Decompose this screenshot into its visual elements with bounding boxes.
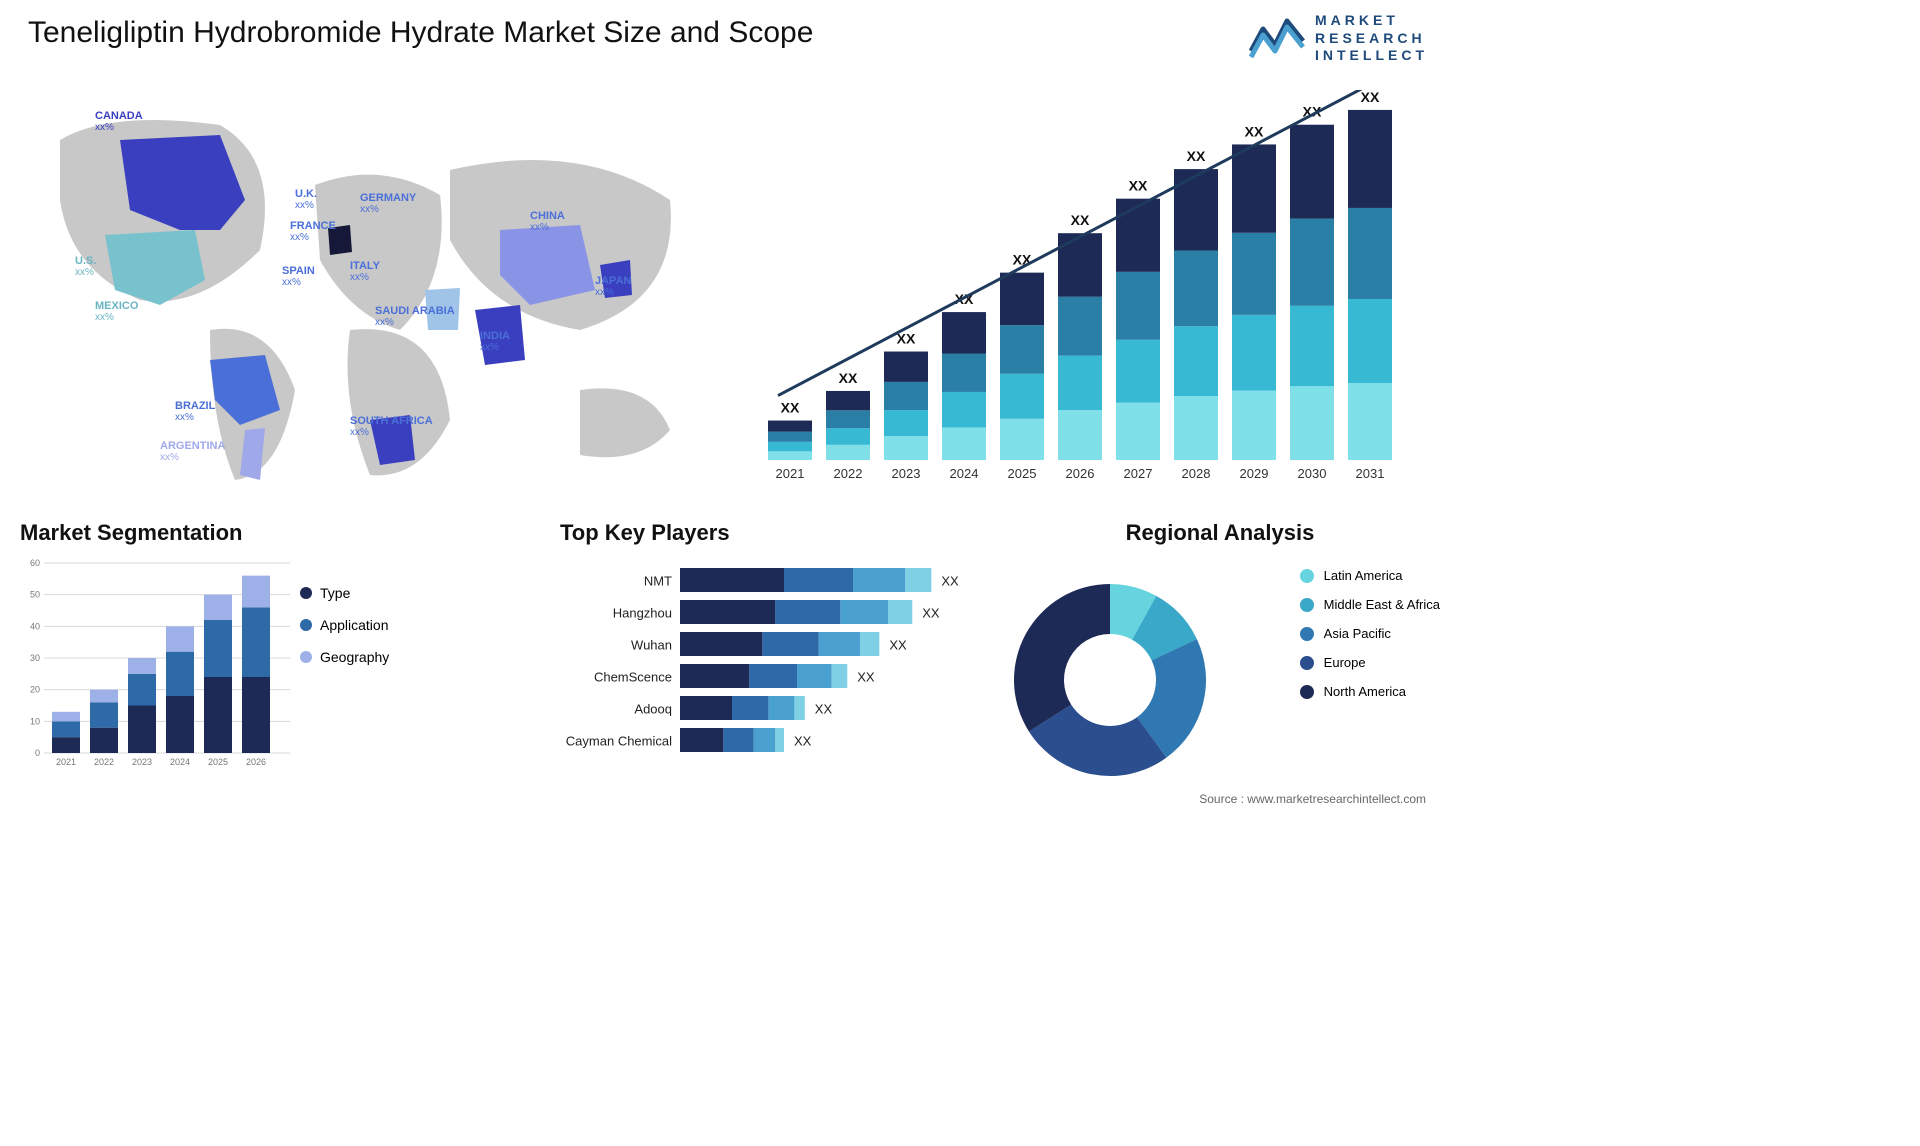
key-players-title: Top Key Players	[560, 520, 980, 546]
svg-text:XX: XX	[794, 733, 812, 748]
svg-text:2030: 2030	[1298, 466, 1327, 481]
svg-text:2026: 2026	[1066, 466, 1095, 481]
growth-bar-chart: XX 2021 XX 2022 XX 2023 XX 2024 XX 2025 XX 2026 XX 20…	[756, 90, 1416, 490]
map-label-india: INDIAxx%	[480, 330, 510, 353]
logo-mark-icon	[1249, 17, 1305, 59]
svg-text:50: 50	[30, 590, 40, 600]
map-label-saudiarabia: SAUDI ARABIAxx%	[375, 305, 455, 328]
svg-text:XX: XX	[1361, 90, 1380, 105]
svg-text:XX: XX	[857, 669, 875, 684]
segmentation-legend: Type Application Geography	[300, 585, 389, 681]
source-text: Source : www.marketresearchintellect.com	[1199, 792, 1426, 806]
svg-text:2023: 2023	[132, 757, 152, 767]
svg-text:2025: 2025	[1008, 466, 1037, 481]
svg-text:30: 30	[30, 653, 40, 663]
region-legend-item: Europe	[1300, 655, 1440, 670]
svg-text:2028: 2028	[1182, 466, 1211, 481]
svg-text:2029: 2029	[1240, 466, 1269, 481]
svg-text:2024: 2024	[950, 466, 979, 481]
svg-text:2022: 2022	[94, 757, 114, 767]
segmentation-legend-item: Application	[300, 617, 389, 633]
regional-legend: Latin America Middle East & Africa Asia Pa…	[1300, 568, 1440, 713]
svg-text:XX: XX	[1129, 178, 1148, 194]
svg-text:XX: XX	[839, 370, 858, 386]
map-label-us: U.S.xx%	[75, 255, 96, 278]
segmentation-legend-item: Type	[300, 585, 389, 601]
map-label-china: CHINAxx%	[530, 210, 565, 233]
segmentation-section: Market Segmentation 0 10 20 30 40 50 60 2021 202…	[20, 520, 470, 780]
svg-text:2023: 2023	[892, 466, 921, 481]
svg-text:2027: 2027	[1124, 466, 1153, 481]
svg-text:2021: 2021	[56, 757, 76, 767]
svg-text:2031: 2031	[1356, 466, 1385, 481]
map-label-italy: ITALYxx%	[350, 260, 380, 283]
map-label-spain: SPAINxx%	[282, 265, 315, 288]
svg-text:2022: 2022	[834, 466, 863, 481]
map-label-southafrica: SOUTH AFRICAxx%	[350, 415, 433, 438]
svg-text:Adooq: Adooq	[634, 701, 672, 716]
map-label-germany: GERMANYxx%	[360, 192, 416, 215]
segmentation-legend-item: Geography	[300, 649, 389, 665]
svg-text:XX: XX	[1071, 212, 1090, 228]
svg-text:40: 40	[30, 621, 40, 631]
world-map: CANADAxx% U.S.xx% MEXICOxx% BRAZILxx% ARGENT…	[20, 80, 710, 490]
svg-text:Wuhan: Wuhan	[631, 637, 672, 652]
logo-line2: RESEARCH	[1315, 30, 1428, 48]
page-title: Teneligliptin Hydrobromide Hydrate Marke…	[28, 16, 813, 50]
svg-text:2024: 2024	[170, 757, 190, 767]
map-label-japan: JAPANxx%	[595, 275, 631, 298]
region-legend-item: North America	[1300, 684, 1440, 699]
svg-text:2026: 2026	[246, 757, 266, 767]
svg-text:10: 10	[30, 716, 40, 726]
region-legend-item: Latin America	[1300, 568, 1440, 583]
segmentation-title: Market Segmentation	[20, 520, 470, 546]
map-label-brazil: BRAZILxx%	[175, 400, 215, 423]
region-legend-item: Asia Pacific	[1300, 626, 1440, 641]
svg-text:XX: XX	[781, 400, 800, 416]
logo: MARKET RESEARCH INTELLECT	[1249, 12, 1428, 65]
svg-text:Cayman Chemical: Cayman Chemical	[566, 733, 672, 748]
logo-line1: MARKET	[1315, 12, 1428, 30]
key-players-section: Top Key Players NMT XX Hangzhou XX Wuhan XX Ch…	[560, 520, 980, 780]
svg-text:XX: XX	[922, 605, 940, 620]
logo-line3: INTELLECT	[1315, 47, 1428, 65]
regional-section: Regional Analysis Latin America Middle Ea…	[1000, 520, 1440, 780]
svg-text:20: 20	[30, 685, 40, 695]
svg-text:Hangzhou: Hangzhou	[613, 605, 672, 620]
svg-text:60: 60	[30, 558, 40, 568]
svg-text:XX: XX	[1187, 148, 1206, 164]
svg-text:XX: XX	[1245, 123, 1264, 139]
svg-text:XX: XX	[941, 573, 959, 588]
map-label-uk: U.K.xx%	[295, 188, 317, 211]
svg-text:NMT: NMT	[644, 573, 672, 588]
region-legend-item: Middle East & Africa	[1300, 597, 1440, 612]
logo-text: MARKET RESEARCH INTELLECT	[1315, 12, 1428, 65]
map-label-mexico: MEXICOxx%	[95, 300, 138, 323]
svg-text:ChemScence: ChemScence	[594, 669, 672, 684]
map-label-france: FRANCExx%	[290, 220, 336, 243]
svg-text:2021: 2021	[776, 466, 805, 481]
svg-text:XX: XX	[889, 637, 907, 652]
svg-text:XX: XX	[815, 701, 833, 716]
svg-text:0: 0	[35, 748, 40, 758]
map-label-argentina: ARGENTINAxx%	[160, 440, 225, 463]
regional-title: Regional Analysis	[1000, 520, 1440, 546]
map-label-canada: CANADAxx%	[95, 110, 143, 133]
svg-text:2025: 2025	[208, 757, 228, 767]
